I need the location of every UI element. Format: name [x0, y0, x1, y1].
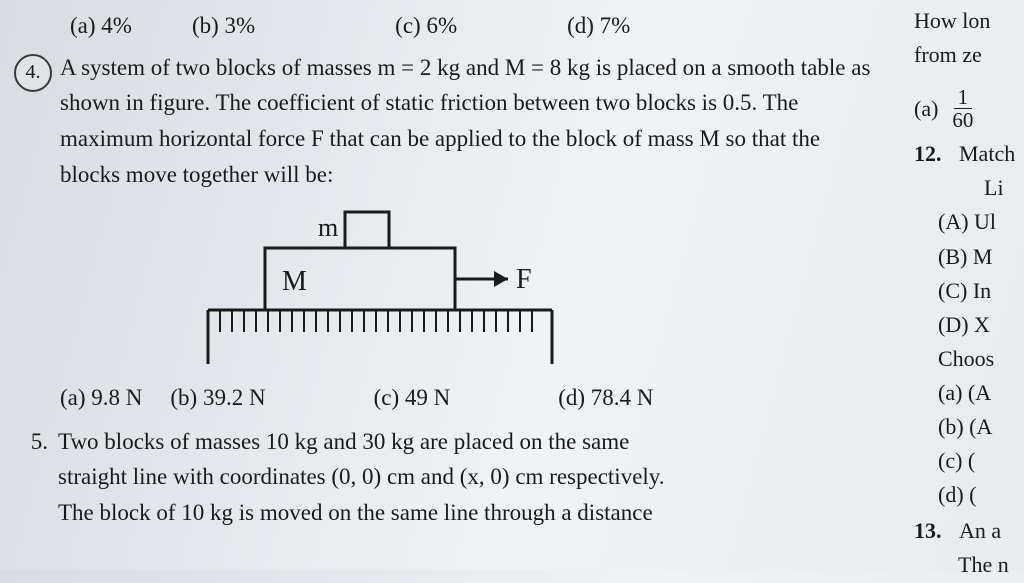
q3-option-a: (a) 4%	[70, 8, 132, 44]
q13-text: An a	[959, 518, 1001, 543]
r-c2: (c) (	[914, 444, 1024, 478]
q4-text: A system of two blocks of masses m = 2 k…	[60, 50, 880, 193]
r-b2: (b) (A	[914, 410, 1024, 444]
q13-number: 13.	[914, 518, 942, 543]
q5-line2: straight line with coordinates (0, 0) cm…	[58, 459, 665, 495]
q4-number: 4.	[14, 54, 52, 92]
r-D: (D) X	[914, 308, 1024, 342]
q12-text: Match	[959, 141, 1015, 166]
question-5: 5. Two blocks of masses 10 kg and 30 kg …	[14, 424, 1024, 531]
fraction-icon: 1 60	[948, 86, 977, 131]
q12-number: 12.	[914, 141, 942, 166]
r-A: (A) Ul	[914, 205, 1024, 239]
page: (a) 4% (b) 3% (c) 6% (d) 7% 4. A system …	[0, 0, 1024, 570]
q4-option-a: (a) 9.8 N	[60, 380, 142, 416]
r-B: (B) M	[914, 240, 1024, 274]
r-howlong: How lon	[914, 4, 1024, 38]
q3-option-d: (d) 7%	[567, 8, 630, 44]
q5-line1: Two blocks of masses 10 kg and 30 kg are…	[58, 424, 665, 460]
r-fromze: from ze	[914, 38, 1024, 72]
q4-option-d: (d) 78.4 N	[558, 380, 653, 416]
r-the: The n	[914, 548, 1024, 582]
frac-bot: 60	[948, 109, 977, 131]
q3-options-row: (a) 4% (b) 3% (c) 6% (d) 7%	[14, 8, 1024, 44]
r-C: (C) In	[914, 274, 1024, 308]
q4-diagram: m M F	[190, 204, 880, 374]
r-choos: Choos	[914, 342, 1024, 376]
frac-top: 1	[954, 86, 973, 109]
label-m: m	[318, 213, 338, 242]
question-4: 4. A system of two blocks of masses m = …	[14, 50, 1024, 416]
q3-option-c: (c) 6%	[395, 8, 457, 44]
q5-number: 5.	[14, 424, 48, 460]
r-a2: (a) (A	[914, 376, 1024, 410]
q4-option-b: (b) 39.2 N	[170, 380, 265, 416]
r-opt-a: (a)	[914, 92, 938, 126]
right-column: How lon from ze (a) 1 60 12. Match Li (A…	[914, 0, 1024, 583]
q4-option-c: (c) 49 N	[374, 380, 451, 416]
r-d2: (d) (	[914, 478, 1024, 512]
r-li: Li	[914, 171, 1024, 205]
q4-options-row: (a) 9.8 N (b) 39.2 N (c) 49 N (d) 78.4 N	[60, 380, 880, 416]
q5-line3: The block of 10 kg is moved on the same …	[58, 495, 665, 531]
label-F: F	[516, 264, 532, 295]
label-M: M	[282, 266, 307, 297]
q3-option-b: (b) 3%	[192, 8, 255, 44]
